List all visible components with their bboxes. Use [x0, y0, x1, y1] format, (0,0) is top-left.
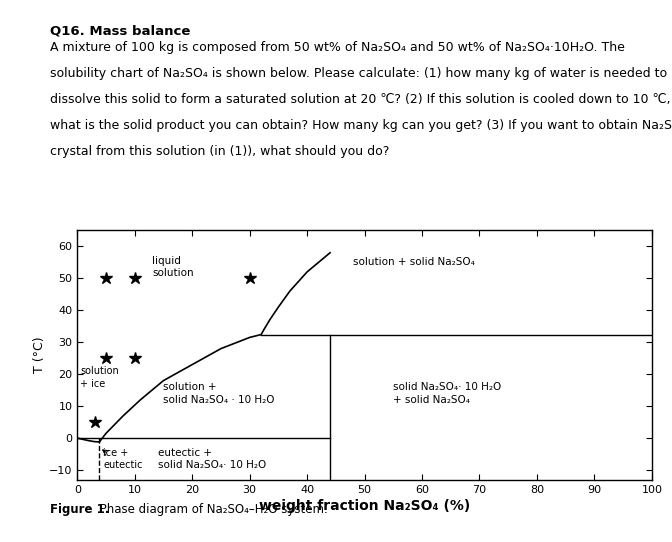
Text: ice +
eutectic: ice + eutectic	[103, 448, 142, 470]
Text: Q16. Mass balance: Q16. Mass balance	[50, 24, 191, 37]
Text: crystal from this solution (in (1)), what should you do?: crystal from this solution (in (1)), wha…	[50, 145, 390, 158]
Text: A mixture of 100 kg is composed from 50 wt% of Na₂SO₄ and 50 wt% of Na₂SO₄·10H₂O: A mixture of 100 kg is composed from 50 …	[50, 41, 625, 54]
Text: Phase diagram of Na₂SO₄–H₂O system.: Phase diagram of Na₂SO₄–H₂O system.	[96, 503, 328, 516]
Text: solution +
solid Na₂SO₄ · 10 H₂O: solution + solid Na₂SO₄ · 10 H₂O	[163, 382, 275, 404]
Text: solution
+ ice: solution + ice	[80, 366, 119, 389]
Text: solid Na₂SO₄· 10 H₂O
+ solid Na₂SO₄: solid Na₂SO₄· 10 H₂O + solid Na₂SO₄	[393, 382, 501, 404]
Text: solubility chart of Na₂SO₄ is shown below. Please calculate: (1) how many kg of : solubility chart of Na₂SO₄ is shown belo…	[50, 67, 667, 80]
Text: what is the solid product you can obtain? How many kg can you get? (3) If you wa: what is the solid product you can obtain…	[50, 119, 672, 132]
Text: dissolve this solid to form a saturated solution at 20 ℃? (2) If this solution i: dissolve this solid to form a saturated …	[50, 93, 671, 106]
Text: Figure 1.: Figure 1.	[50, 503, 110, 516]
Text: eutectic +
solid Na₂SO₄· 10 H₂O: eutectic + solid Na₂SO₄· 10 H₂O	[158, 448, 266, 470]
Text: solution + solid Na₂SO₄: solution + solid Na₂SO₄	[353, 257, 475, 267]
Text: liquid
solution: liquid solution	[152, 256, 194, 279]
X-axis label: weight fraction Na₂SO₄ (%): weight fraction Na₂SO₄ (%)	[259, 499, 470, 513]
Y-axis label: T (°C): T (°C)	[34, 337, 46, 373]
